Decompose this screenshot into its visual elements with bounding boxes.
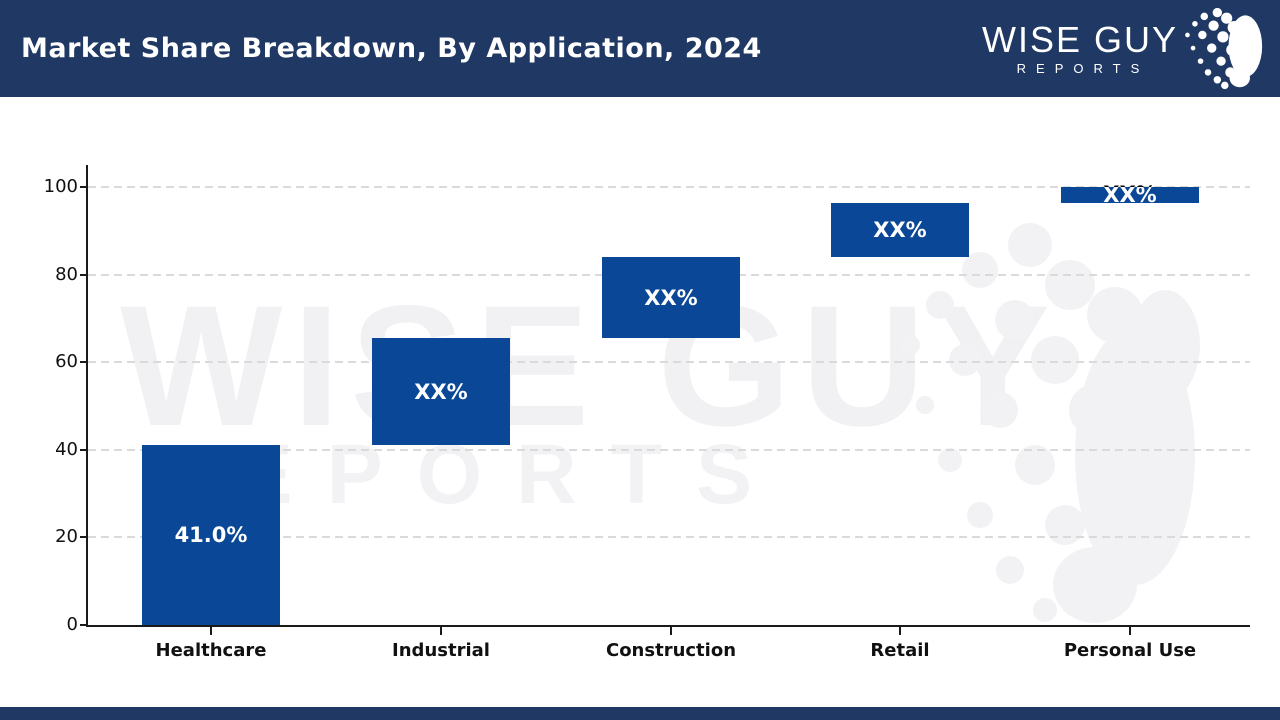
x-category-label-1: Industrial: [392, 640, 490, 661]
x-tick-mark-4: [1129, 627, 1131, 635]
y-tick-label-100: 100: [43, 176, 78, 197]
logo-text: WISE GUY REPORTS: [981, 19, 1178, 77]
y-tick-mark-0: [80, 624, 88, 626]
x-tick-mark-1: [440, 627, 442, 635]
gridline-40: [88, 448, 1250, 451]
wise-guy-reports-logo: WISE GUY REPORTS: [982, 6, 1264, 92]
y-tick-label-0: 0: [66, 614, 78, 635]
x-category-label-0: Healthcare: [155, 640, 267, 661]
watermark-dotted-head-graphic: [900, 223, 1200, 623]
bar-value-label: XX%: [414, 379, 468, 404]
logo-dotted-head-icon: [1185, 7, 1263, 90]
y-tick-mark-100: [80, 186, 88, 188]
y-tick-label-20: 20: [55, 526, 78, 548]
y-tick-label-60: 60: [55, 351, 78, 373]
bar-personal-use: XX%: [1061, 187, 1199, 204]
footer-bar: [0, 707, 1280, 720]
page-title: Market Share Breakdown, By Application, …: [21, 33, 762, 64]
x-tick-mark-2: [670, 627, 672, 635]
gridline-20: [88, 536, 1250, 539]
logo-reports-label: REPORTS: [1016, 61, 1150, 76]
x-category-label-3: Retail: [870, 640, 930, 661]
bar-retail: XX%: [831, 203, 969, 258]
y-tick-label-80: 80: [55, 263, 78, 285]
gridline-60: [88, 361, 1250, 364]
bar-construction: XX%: [602, 257, 740, 339]
watermark-wiseguy-text: WISE GUY: [120, 270, 1061, 462]
bar-industrial: XX%: [372, 338, 510, 446]
x-tick-mark-3: [899, 627, 901, 635]
x-category-label-2: Construction: [605, 640, 737, 661]
y-tick-mark-20: [80, 536, 88, 539]
bar-value-label: XX%: [644, 285, 698, 310]
logo-wiseguy-label: WISE GUY: [981, 19, 1178, 60]
bar-healthcare: 41.0%: [142, 445, 280, 625]
x-category-label-4: Personal Use: [1063, 640, 1197, 661]
y-tick-label-40: 40: [55, 438, 78, 460]
header-bar: Market Share Breakdown, By Application, …: [0, 0, 1280, 97]
bar-value-label: XX%: [1103, 187, 1157, 204]
y-tick-mark-80: [80, 273, 88, 276]
bar-value-label: XX%: [873, 218, 927, 243]
y-tick-mark-40: [80, 448, 88, 451]
gridline-100: [88, 186, 1250, 188]
y-tick-mark-60: [80, 361, 88, 364]
x-tick-mark-0: [210, 627, 212, 635]
bar-value-label: 41.0%: [174, 523, 248, 548]
x-axis-line: [86, 625, 1250, 627]
y-axis-line: [86, 165, 88, 627]
